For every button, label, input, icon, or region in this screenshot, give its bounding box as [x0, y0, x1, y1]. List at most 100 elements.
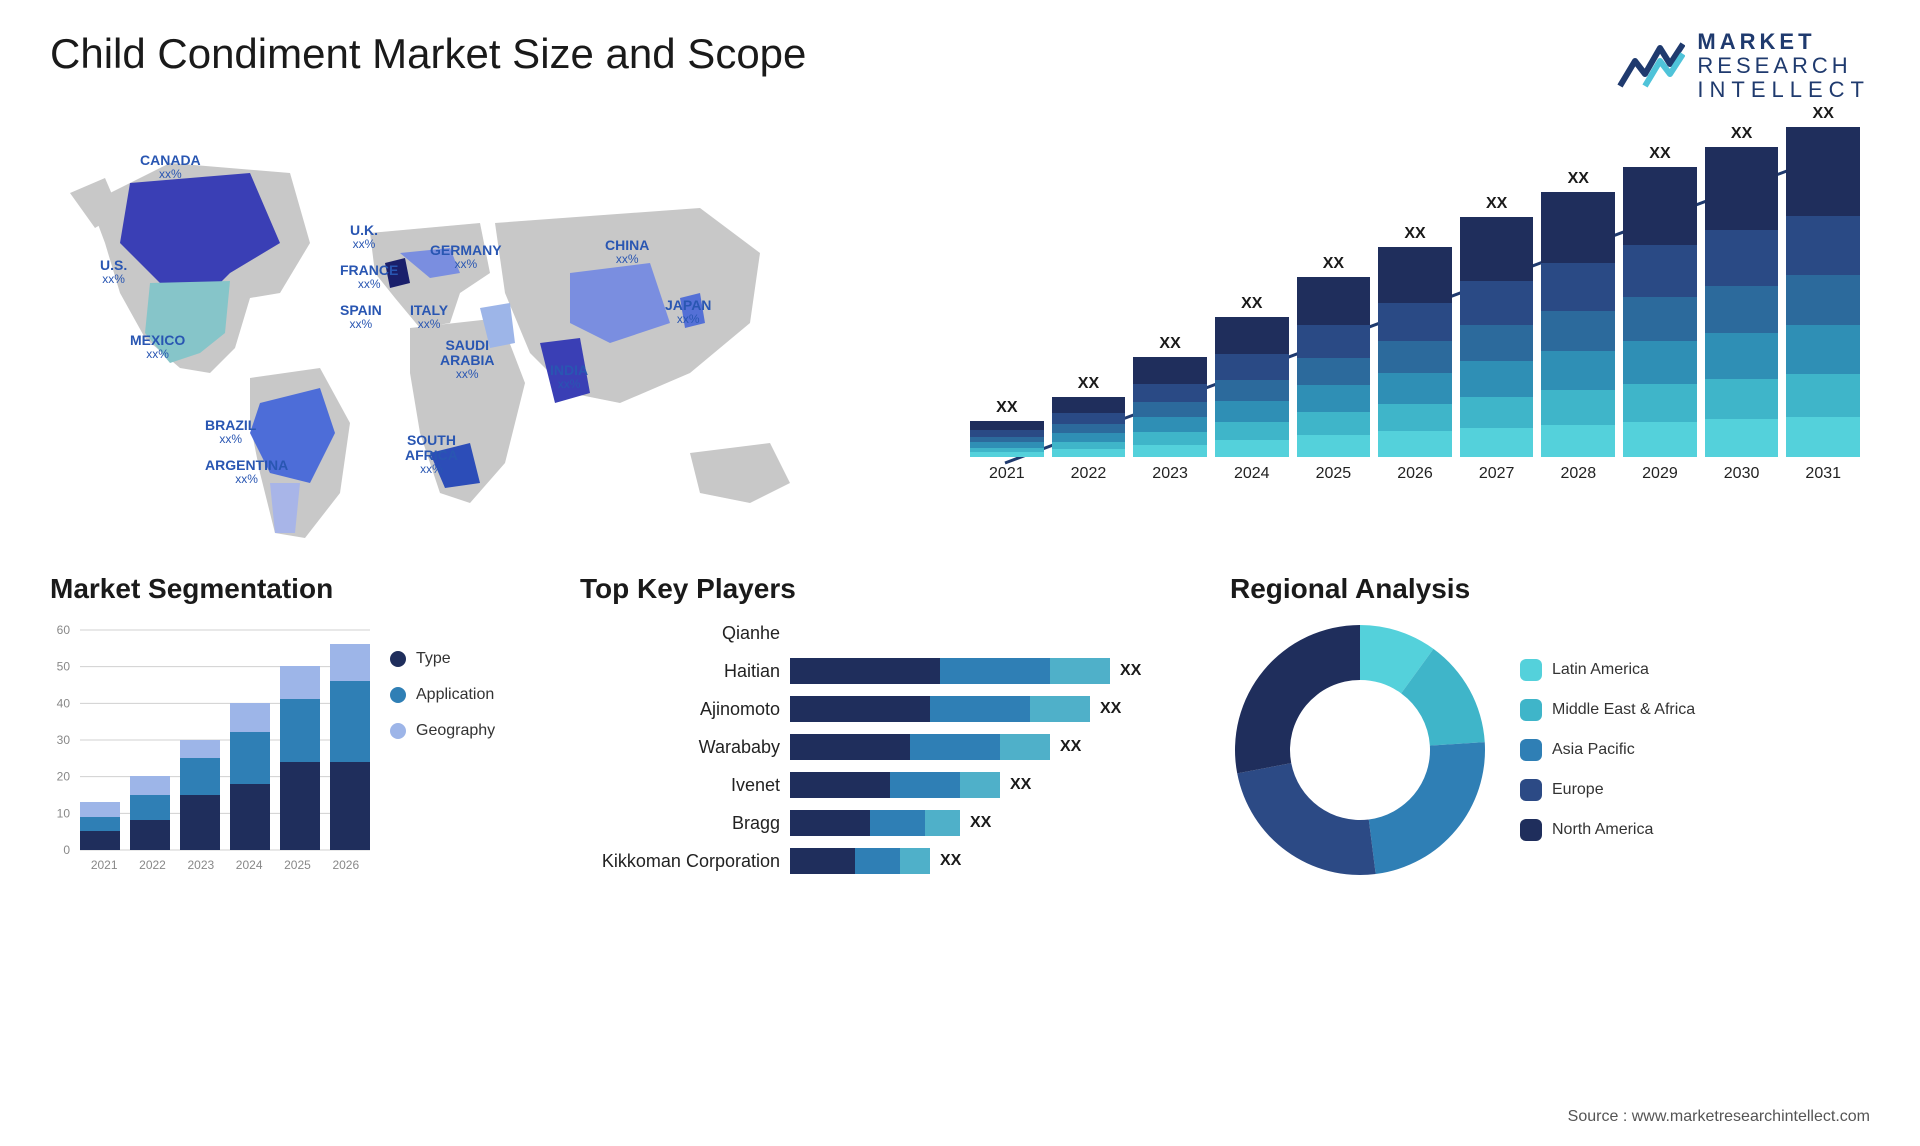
kp-name: Bragg [580, 810, 780, 836]
donut-slice [1237, 763, 1375, 875]
growth-bar-year: 2029 [1642, 465, 1678, 483]
reg-legend-label: Middle East & Africa [1552, 701, 1695, 719]
map-label: INDIAxx% [550, 363, 588, 392]
reg-legend-item: Europe [1520, 779, 1695, 801]
growth-bar: XX 2021 [970, 399, 1044, 483]
growth-bar-year: 2021 [989, 465, 1025, 483]
reg-legend-label: Latin America [1552, 661, 1649, 679]
seg-year-label: 2025 [273, 858, 321, 872]
growth-bar-year: 2024 [1234, 465, 1270, 483]
seg-legend-item: Application [390, 686, 495, 704]
kp-name: Ivenet [580, 772, 780, 798]
key-players-panel: Top Key Players Qianhe Haitian Ajinomoto Wa… [580, 573, 1200, 880]
growth-bar-value: XX [1568, 170, 1589, 188]
growth-bar-chart: XX2021XX2022XX2023XX2024XX2025XX2026XX20… [960, 123, 1870, 543]
growth-bar: XX 2023 [1133, 335, 1207, 483]
segmentation-bar [230, 703, 270, 850]
segmentation-bar [180, 740, 220, 850]
reg-legend-item: Middle East & Africa [1520, 699, 1695, 721]
kp-value: XX [1120, 662, 1141, 680]
growth-bar-value: XX [996, 399, 1017, 417]
map-label: GERMANYxx% [430, 243, 502, 272]
kp-name: Ajinomoto [580, 696, 780, 722]
svg-text:0: 0 [63, 843, 70, 857]
dot-icon [390, 723, 406, 739]
seg-year-label: 2024 [225, 858, 273, 872]
map-label: CHINAxx% [605, 238, 649, 267]
seg-legend-label: Application [416, 686, 494, 704]
seg-year-label: 2021 [80, 858, 128, 872]
kp-value: XX [970, 814, 991, 832]
segmentation-panel: Market Segmentation 0102030405060 202120… [50, 573, 550, 880]
square-icon [1520, 699, 1542, 721]
source-credit: Source : www.marketresearchintellect.com [1568, 1108, 1870, 1126]
kp-bar-row: XX [790, 658, 1200, 684]
reg-legend-item: Asia Pacific [1520, 739, 1695, 761]
growth-bar-year: 2031 [1805, 465, 1841, 483]
reg-legend-label: Europe [1552, 781, 1604, 799]
svg-text:40: 40 [57, 696, 71, 710]
square-icon [1520, 659, 1542, 681]
seg-year-label: 2022 [128, 858, 176, 872]
growth-bar-value: XX [1323, 255, 1344, 273]
svg-text:10: 10 [57, 806, 71, 820]
key-players-title: Top Key Players [580, 573, 1200, 605]
map-label: SAUDIARABIAxx% [440, 338, 494, 382]
map-label: CANADAxx% [140, 153, 201, 182]
growth-bar-value: XX [1649, 145, 1670, 163]
kp-value: XX [1060, 738, 1081, 756]
growth-bar-year: 2023 [1152, 465, 1188, 483]
dot-icon [390, 651, 406, 667]
growth-bar-value: XX [1404, 225, 1425, 243]
world-map-panel: CANADAxx%U.S.xx%MEXICOxx%BRAZILxx%ARGENT… [50, 123, 920, 543]
reg-legend-label: Asia Pacific [1552, 741, 1635, 759]
svg-text:20: 20 [57, 769, 71, 783]
seg-legend-item: Geography [390, 722, 495, 740]
square-icon [1520, 819, 1542, 841]
growth-bar-value: XX [1486, 195, 1507, 213]
reg-legend-item: North America [1520, 819, 1695, 841]
donut-slice [1235, 625, 1360, 773]
growth-bar: XX 2022 [1052, 375, 1126, 483]
map-label: SPAINxx% [340, 303, 382, 332]
segmentation-bar [330, 644, 370, 849]
kp-name: Kikkoman Corporation [580, 848, 780, 874]
svg-text:60: 60 [57, 623, 71, 637]
growth-bar-value: XX [1241, 295, 1262, 313]
growth-bar-year: 2026 [1397, 465, 1433, 483]
map-label: SOUTHAFRICAxx% [405, 433, 458, 477]
segmentation-bar [280, 666, 320, 849]
segmentation-title: Market Segmentation [50, 573, 550, 605]
kp-bar-row [790, 620, 1200, 646]
regional-panel: Regional Analysis Latin AmericaMiddle Ea… [1230, 573, 1870, 880]
kp-bar-row: XX [790, 810, 1200, 836]
growth-bar-value: XX [1078, 375, 1099, 393]
growth-bar-year: 2022 [1071, 465, 1107, 483]
kp-value: XX [1100, 700, 1121, 718]
growth-bar: XX2028 [1541, 170, 1615, 483]
reg-legend-label: North America [1552, 821, 1653, 839]
kp-value: XX [940, 852, 961, 870]
brand-logo: MARKET RESEARCH INTELLECT [1615, 30, 1870, 103]
map-region [270, 483, 300, 533]
map-label: FRANCExx% [340, 263, 398, 292]
growth-bar-year: 2025 [1316, 465, 1352, 483]
reg-legend-item: Latin America [1520, 659, 1695, 681]
segmentation-bar [130, 776, 170, 849]
seg-legend-label: Geography [416, 722, 495, 740]
segmentation-chart: 0102030405060 202120222023202420252026 [50, 620, 370, 880]
growth-bar-value: XX [1159, 335, 1180, 353]
regional-legend: Latin America Middle East & Africa Asia Pa… [1520, 659, 1695, 841]
growth-bar: XX 2024 [1215, 295, 1289, 483]
square-icon [1520, 779, 1542, 801]
growth-bar: XX 2029 [1623, 145, 1697, 483]
kp-value: XX [1010, 776, 1031, 794]
kp-name: Qianhe [580, 620, 780, 646]
kp-name: Haitian [580, 658, 780, 684]
kp-bar-row: XX [790, 772, 1200, 798]
growth-bar: XX2031 [1786, 105, 1860, 483]
dot-icon [390, 687, 406, 703]
kp-name: Warababy [580, 734, 780, 760]
donut-slice [1369, 742, 1485, 874]
logo-line2: RESEARCH [1697, 54, 1870, 78]
